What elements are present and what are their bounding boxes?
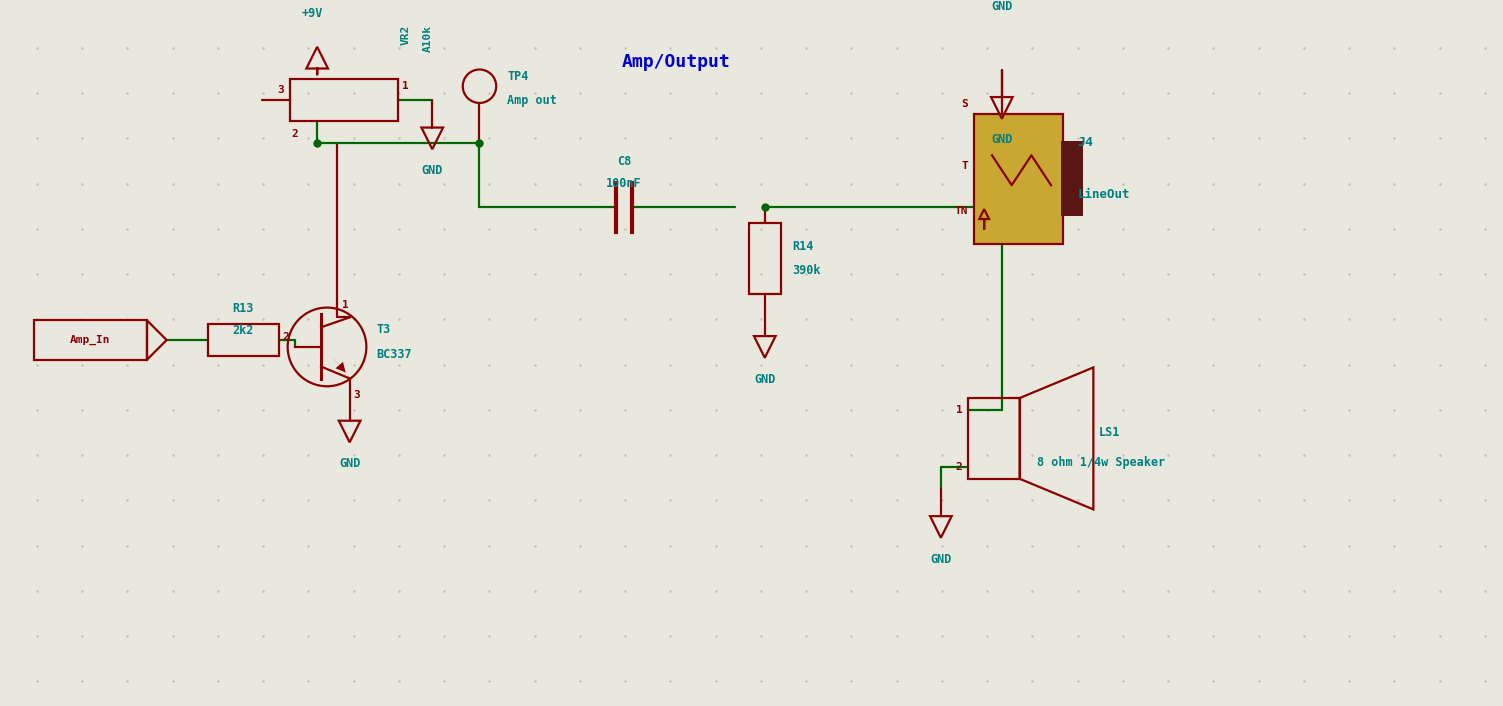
Text: T: T [962, 161, 968, 171]
Text: C8: C8 [616, 155, 631, 168]
Bar [974, 114, 1063, 244]
Text: GND: GND [990, 1, 1013, 13]
Text: T3: T3 [376, 323, 391, 336]
Text: GND: GND [340, 457, 361, 470]
Text: S: S [962, 99, 968, 109]
Text: 1: 1 [956, 405, 962, 415]
Text: 1: 1 [401, 80, 409, 90]
Text: 2: 2 [956, 462, 962, 472]
Text: Amp out: Amp out [507, 95, 558, 107]
Text: GND: GND [990, 133, 1013, 146]
Text: Amp/Output: Amp/Output [622, 53, 730, 71]
Bar [748, 223, 780, 294]
FancyArrow shape [332, 358, 346, 373]
Text: 3: 3 [277, 85, 284, 95]
Bar [968, 398, 1019, 479]
Text: J4: J4 [1078, 136, 1094, 149]
Text: 1: 1 [341, 299, 349, 309]
Text: BC337: BC337 [376, 348, 412, 361]
Text: TP4: TP4 [507, 70, 529, 83]
Text: VR2: VR2 [401, 25, 410, 45]
Bar [1061, 141, 1082, 216]
Text: 390k: 390k [792, 263, 821, 277]
Text: LineOut: LineOut [1078, 188, 1130, 201]
Text: TN: TN [954, 206, 968, 216]
Text: GND: GND [930, 553, 951, 566]
Text: 2k2: 2k2 [233, 324, 254, 337]
Text: Amp_In: Amp_In [71, 335, 111, 345]
Bar [290, 79, 398, 121]
Text: A10k: A10k [422, 25, 433, 52]
Text: GND: GND [755, 373, 776, 385]
Text: LS1: LS1 [1099, 426, 1120, 439]
Bar [207, 324, 278, 357]
Text: 2: 2 [283, 332, 290, 342]
Text: +9V: +9V [302, 7, 323, 20]
Text: 2: 2 [292, 128, 298, 138]
Text: 3: 3 [353, 390, 361, 400]
Text: 8 ohm 1/4w Speaker: 8 ohm 1/4w Speaker [1037, 455, 1165, 469]
Text: R14: R14 [792, 240, 813, 253]
Text: GND: GND [421, 164, 443, 177]
Text: 100nF: 100nF [606, 176, 642, 189]
Text: R13: R13 [233, 302, 254, 316]
